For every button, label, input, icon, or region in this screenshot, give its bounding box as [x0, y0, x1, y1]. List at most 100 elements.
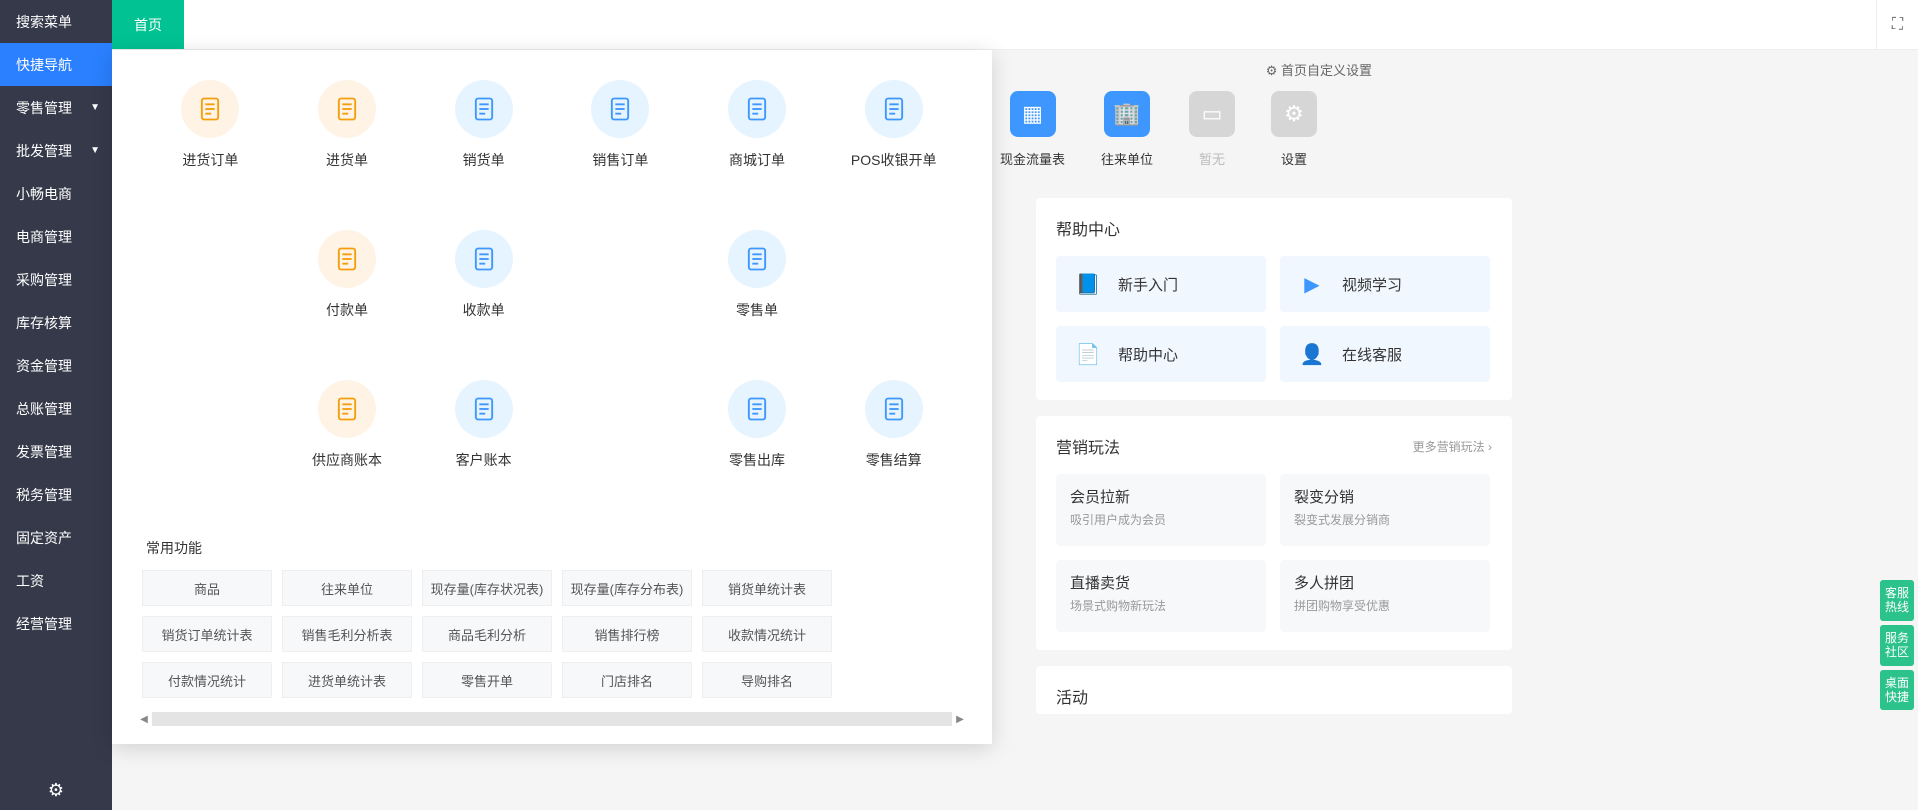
common-fn-13[interactable]: 门店排名 — [562, 662, 692, 698]
common-fn-14[interactable]: 导购排名 — [702, 662, 832, 698]
scroll-right-icon[interactable]: ▶ — [952, 714, 968, 725]
flow-node-label: 客户账本 — [456, 450, 512, 470]
help-label: 帮助中心 — [1118, 344, 1178, 365]
sidebar-item-11[interactable]: 税务管理 — [0, 473, 112, 516]
home-custom-settings-link[interactable]: ⚙ 首页自定义设置 — [1000, 60, 1560, 79]
flow-node-supplier-ledger[interactable]: 供应商账本 — [279, 380, 416, 470]
chevron-down-icon: ▼ — [90, 145, 100, 156]
help-label: 在线客服 — [1342, 344, 1402, 365]
fullscreen-button[interactable]: ⛶ — [1876, 0, 1918, 49]
float-btn-0[interactable]: 客服热线 — [1880, 580, 1914, 621]
common-fn-5[interactable]: 销货订单统计表 — [142, 616, 272, 652]
marketing-more-link[interactable]: 更多营销玩法 › — [1413, 438, 1492, 455]
sidebar-item-0[interactable]: 搜索菜单 — [0, 0, 112, 43]
flow-node-label: 付款单 — [326, 300, 368, 320]
common-fn-2[interactable]: 现存量(库存状况表) — [422, 570, 552, 606]
flow-node-retail-outbound[interactable]: 零售出库 — [689, 380, 826, 470]
sidebar-item-4[interactable]: 小畅电商 — [0, 172, 112, 215]
flow-node-customer-ledger[interactable]: 客户账本 — [415, 380, 552, 470]
flow-node-purchase-order[interactable]: 进货订单 — [142, 80, 279, 170]
help-title: 帮助中心 — [1056, 216, 1120, 240]
dashboard-right: ⚙ 首页自定义设置 ▦现金流量表🏢往来单位▭暂无⚙设置 帮助中心 📘新手入门▶视… — [1000, 60, 1560, 730]
flow-node-icon — [455, 80, 513, 138]
gear-icon: ⚙ — [1266, 63, 1281, 78]
common-fn-6[interactable]: 销售毛利分析表 — [282, 616, 412, 652]
common-fn-10[interactable]: 付款情况统计 — [142, 662, 272, 698]
sidebar-item-3[interactable]: 批发管理 ▼ — [0, 129, 112, 172]
sidebar-item-8[interactable]: 资金管理 — [0, 344, 112, 387]
marketing-item-sub: 拼团购物享受优惠 — [1294, 597, 1476, 614]
flow-node-label: POS收银开单 — [851, 150, 937, 170]
common-fn-12[interactable]: 零售开单 — [422, 662, 552, 698]
common-fn-3[interactable]: 现存量(库存分布表) — [562, 570, 692, 606]
help-center-icon: 📄 — [1074, 340, 1102, 368]
sidebar-item-1[interactable]: 快捷导航 — [0, 43, 112, 86]
marketing-item-sub: 吸引用户成为会员 — [1070, 511, 1252, 528]
common-fn-8[interactable]: 销售排行榜 — [562, 616, 692, 652]
float-btn-1[interactable]: 服务社区 — [1880, 625, 1914, 666]
scroll-left-icon[interactable]: ◀ — [136, 714, 152, 725]
flow-node-mall-order[interactable]: 商城订单 — [689, 80, 826, 170]
sidebar-item-label: 税务管理 — [16, 485, 72, 505]
sidebar-item-5[interactable]: 电商管理 — [0, 215, 112, 258]
tile-none[interactable]: ▭暂无 — [1189, 91, 1235, 168]
help-online-cs[interactable]: 👤在线客服 — [1280, 326, 1490, 382]
sidebar-item-label: 批发管理 — [16, 141, 72, 161]
scroll-track[interactable] — [152, 712, 952, 726]
tab-home[interactable]: 首页 — [112, 0, 184, 49]
sidebar-item-label: 固定资产 — [16, 528, 72, 548]
tile-settings[interactable]: ⚙设置 — [1271, 91, 1317, 168]
tile-label: 设置 — [1281, 149, 1307, 168]
floating-side-buttons: 客服热线服务社区桌面快捷 — [1880, 580, 1914, 710]
sidebar-item-14[interactable]: 经营管理 — [0, 602, 112, 645]
flow-node-retail-slip[interactable]: 零售单 — [689, 230, 826, 320]
sidebar-item-2[interactable]: 零售管理▼ — [0, 86, 112, 129]
flow-node-receipt-slip[interactable]: 收款单 — [415, 230, 552, 320]
flow-node-icon — [865, 80, 923, 138]
marketing-item-2[interactable]: 直播卖货场景式购物新玩法 — [1056, 560, 1266, 632]
help-beginner[interactable]: 📘新手入门 — [1056, 256, 1266, 312]
flow-node-icon — [728, 380, 786, 438]
common-fn-9[interactable]: 收款情况统计 — [702, 616, 832, 652]
flow-node-sales-invoice[interactable]: 销货单 — [415, 80, 552, 170]
flow-node-purchase-receipt[interactable]: 进货单 — [279, 80, 416, 170]
flow-node-payment-slip[interactable]: 付款单 — [279, 230, 416, 320]
tile-contacts[interactable]: 🏢往来单位 — [1101, 91, 1153, 168]
flow-node-retail-settle[interactable]: 零售结算 — [825, 380, 962, 470]
help-help-center[interactable]: 📄 帮助中心 — [1056, 326, 1266, 382]
common-fn-11[interactable]: 进货单统计表 — [282, 662, 412, 698]
sidebar-item-10[interactable]: 发票管理 — [0, 430, 112, 473]
sidebar-item-13[interactable]: 工资 — [0, 559, 112, 602]
common-fn-0[interactable]: 商品 — [142, 570, 272, 606]
marketing-item-1[interactable]: 裂变分销裂变式发展分销商 — [1280, 474, 1490, 546]
help-center-card: 帮助中心 📘新手入门▶视频学习 📄 帮助中心 👤在线客服 — [1036, 198, 1512, 400]
sidebar-settings-gear[interactable]: ⚙ — [0, 770, 112, 810]
sidebar-item-12[interactable]: 固定资产 — [0, 516, 112, 559]
tile-cash-flow[interactable]: ▦现金流量表 — [1000, 91, 1065, 168]
marketing-item-sub: 裂变式发展分销商 — [1294, 511, 1476, 528]
common-fn-7[interactable]: 商品毛利分析 — [422, 616, 552, 652]
sidebar-item-label: 经营管理 — [16, 614, 72, 634]
tile-label: 现金流量表 — [1000, 149, 1065, 168]
flyout-scrollbar[interactable]: ◀ ▶ — [132, 712, 972, 734]
marketing-item-0[interactable]: 会员拉新吸引用户成为会员 — [1056, 474, 1266, 546]
common-fn-4[interactable]: 销货单统计表 — [702, 570, 832, 606]
sidebar-item-7[interactable]: 库存核算 — [0, 301, 112, 344]
activity-card: 活动 — [1036, 666, 1512, 714]
tile-label: 暂无 — [1199, 149, 1225, 168]
sidebar-item-label: 采购管理 — [16, 270, 72, 290]
quick-tiles: ▦现金流量表 🏢往来单位 ▭暂无 ⚙设置 — [1000, 91, 1560, 168]
flow-node-label: 零售结算 — [866, 450, 922, 470]
sidebar-item-9[interactable]: 总账管理 — [0, 387, 112, 430]
flow-node-sales-order[interactable]: 销售订单 — [552, 80, 689, 170]
help-video[interactable]: ▶视频学习 — [1280, 256, 1490, 312]
marketing-item-3[interactable]: 多人拼团拼团购物享受优惠 — [1280, 560, 1490, 632]
common-fn-1[interactable]: 往来单位 — [282, 570, 412, 606]
sidebar-item-6[interactable]: 采购管理 — [0, 258, 112, 301]
sidebar-item-label: 搜索菜单 — [16, 12, 72, 32]
marketing-card: 营销玩法 更多营销玩法 › 会员拉新吸引用户成为会员裂变分销裂变式发展分销商直播… — [1036, 416, 1512, 650]
float-btn-2[interactable]: 桌面快捷 — [1880, 670, 1914, 711]
flow-node-icon — [318, 80, 376, 138]
flow-node-label: 商城订单 — [729, 150, 785, 170]
flow-node-pos-open[interactable]: POS收银开单 — [825, 80, 962, 170]
